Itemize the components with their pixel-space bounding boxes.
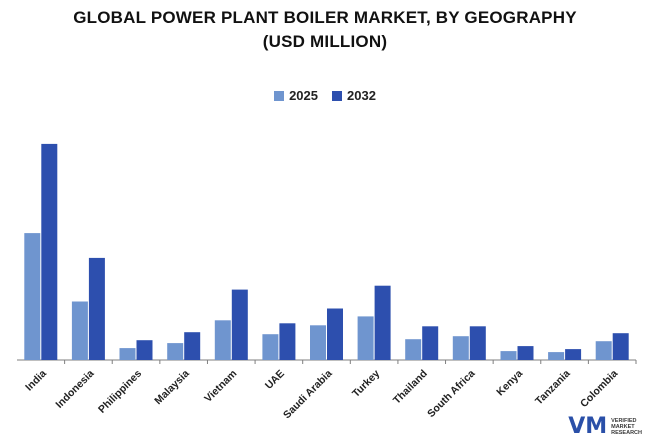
chart-title-line2: (USD MILLION) — [262, 32, 388, 51]
bar-colombia-2032 — [612, 333, 629, 360]
bar-philippines-2032 — [136, 340, 153, 360]
chart-title-line1: GLOBAL POWER PLANT BOILER MARKET, BY GEO… — [73, 8, 577, 27]
bar-turkey-2025 — [357, 316, 374, 360]
x-tick-label-thailand: Thailand — [391, 368, 430, 407]
bar-thailand-2032 — [422, 326, 439, 360]
bar-kenya-2032 — [517, 346, 534, 360]
x-tick-label-turkey: Turkey — [350, 368, 382, 400]
bar-tanzania-2025 — [548, 352, 565, 360]
x-tick-label-uae: UAE — [263, 368, 287, 392]
x-tick-label-tanzania: Tanzania — [533, 368, 573, 408]
bar-indonesia-2025 — [71, 301, 88, 360]
x-tick-label-south-africa: South Africa — [425, 368, 477, 420]
bar-tanzania-2032 — [565, 349, 582, 360]
legend-label-2025: 2025 — [289, 88, 318, 103]
x-tick-label-malaysia: Malaysia — [152, 368, 192, 408]
x-tick-label-india: India — [23, 368, 49, 394]
logo-line-2: MARKET — [611, 424, 635, 430]
x-tick-label-vietnam: Vietnam — [202, 368, 239, 405]
vmr-logo: VM VERIFIED MARKET RESEARCH — [568, 416, 642, 438]
logo-line-1: VERIFIED — [611, 418, 637, 424]
vmr-logo-icon: VM — [568, 414, 608, 439]
bar-uae-2032 — [279, 323, 296, 360]
bar-india-2025 — [24, 233, 41, 360]
chart-title: GLOBAL POWER PLANT BOILER MARKET, BY GEO… — [0, 6, 650, 54]
bar-philippines-2025 — [119, 348, 136, 360]
bar-colombia-2025 — [595, 341, 612, 360]
x-tick-label-philippines: Philippines — [96, 368, 144, 416]
logo-line-3: RESEARCH — [611, 430, 642, 436]
bar-vietnam-2032 — [231, 289, 248, 360]
vmr-logo-text: VERIFIED MARKET RESEARCH — [611, 418, 642, 436]
x-tick-label-indonesia: Indonesia — [53, 368, 96, 411]
x-tick-label-saudi-arabia: Saudi Arabia — [281, 368, 335, 422]
bar-india-2032 — [41, 143, 58, 360]
legend-swatch-2025 — [274, 90, 285, 101]
legend-swatch-2032 — [332, 90, 342, 101]
chart-legend: 2025 2032 — [0, 88, 650, 103]
bar-kenya-2025 — [500, 351, 517, 360]
bar-thailand-2025 — [405, 339, 422, 360]
bar-south-africa-2032 — [469, 326, 486, 360]
bar-uae-2025 — [262, 334, 279, 360]
legend-item-2032: 2032 — [332, 88, 376, 103]
bar-malaysia-2025 — [167, 343, 184, 360]
legend-item-2025: 2025 — [274, 88, 318, 103]
bar-vietnam-2025 — [214, 320, 231, 360]
bar-saudi-arabia-2025 — [310, 325, 326, 360]
bar-indonesia-2032 — [88, 257, 105, 360]
x-tick-label-kenya: Kenya — [494, 368, 525, 399]
bar-south-africa-2025 — [452, 336, 469, 360]
bar-turkey-2032 — [374, 285, 391, 360]
bar-saudi-arabia-2032 — [327, 308, 343, 360]
x-tick-label-colombia: Colombia — [578, 368, 620, 410]
legend-label-2032: 2032 — [347, 88, 376, 103]
bar-malaysia-2032 — [184, 332, 201, 360]
